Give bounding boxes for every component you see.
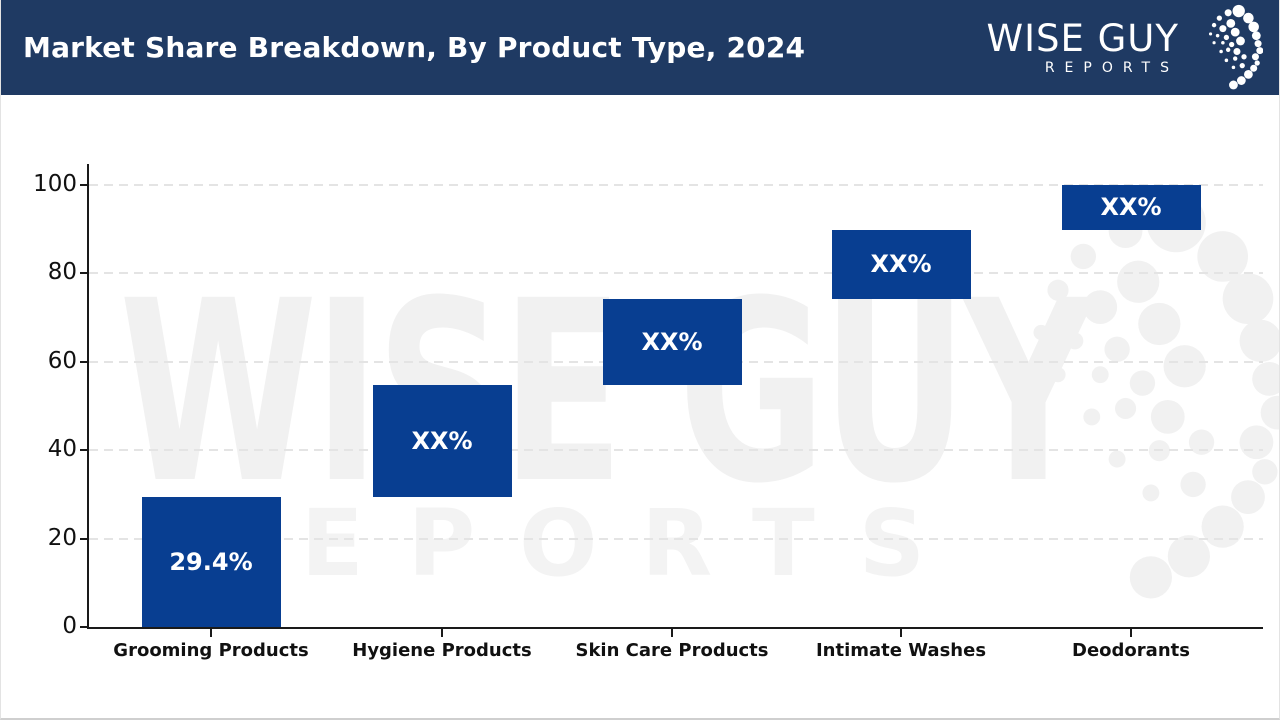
y-tick-label: 100 [33, 170, 77, 197]
x-category-label: Skin Care Products [575, 640, 769, 661]
y-tick-label: 80 [47, 259, 77, 285]
y-tick-label: 20 [47, 524, 77, 551]
bar-label: XX% [411, 426, 473, 455]
x-tick [210, 629, 212, 637]
y-tick [80, 360, 88, 363]
bar: XX% [1061, 184, 1201, 230]
x-category-label: Deodorants [1072, 640, 1190, 661]
y-tick-label: 0 [62, 613, 77, 639]
y-tick [80, 272, 88, 274]
page-title: Market Share Breakdown, By Product Type,… [23, 31, 806, 64]
x-tick [671, 629, 673, 637]
x-category-label: Intimate Washes [815, 640, 987, 661]
bar-label: XX% [641, 328, 703, 357]
x-tick [441, 629, 443, 637]
y-tick [80, 537, 88, 540]
bar: XX% [372, 384, 512, 497]
gridline [89, 449, 1263, 451]
y-tick-label: 60 [47, 347, 77, 374]
x-category-label: Grooming Products [113, 640, 309, 661]
x-category-label: Hygiene Products [352, 640, 532, 661]
gridline [89, 183, 1263, 186]
logo-brand-sub: REPORTS [1044, 59, 1179, 76]
logo-wordmark: WISE GUY REPORTS [987, 20, 1179, 76]
watermark-reports: REPORTS [186, 490, 970, 597]
gridline [89, 537, 1263, 540]
brand-logo: WISE GUY REPORTS [987, 4, 1263, 92]
logo-brand-name: WISE GUY [986, 16, 1179, 60]
y-tick [80, 449, 88, 451]
bar-label: 29.4% [169, 547, 253, 576]
bar: XX% [831, 229, 971, 300]
y-tick-label: 40 [47, 436, 77, 462]
bar: 29.4% [141, 496, 281, 627]
bar-label: XX% [1100, 193, 1162, 222]
watermark-face-icon [1033, 193, 1279, 599]
bar-label: XX% [870, 250, 932, 279]
y-axis [87, 164, 89, 629]
x-tick [900, 629, 902, 637]
header-bar: Market Share Breakdown, By Product Type,… [1, 0, 1279, 95]
y-tick [80, 626, 88, 628]
y-tick [80, 183, 88, 186]
x-axis [87, 627, 1263, 629]
gridline [89, 272, 1263, 274]
dotted-face-icon [1208, 4, 1263, 89]
x-tick [1130, 629, 1132, 637]
bar: XX% [602, 299, 742, 385]
